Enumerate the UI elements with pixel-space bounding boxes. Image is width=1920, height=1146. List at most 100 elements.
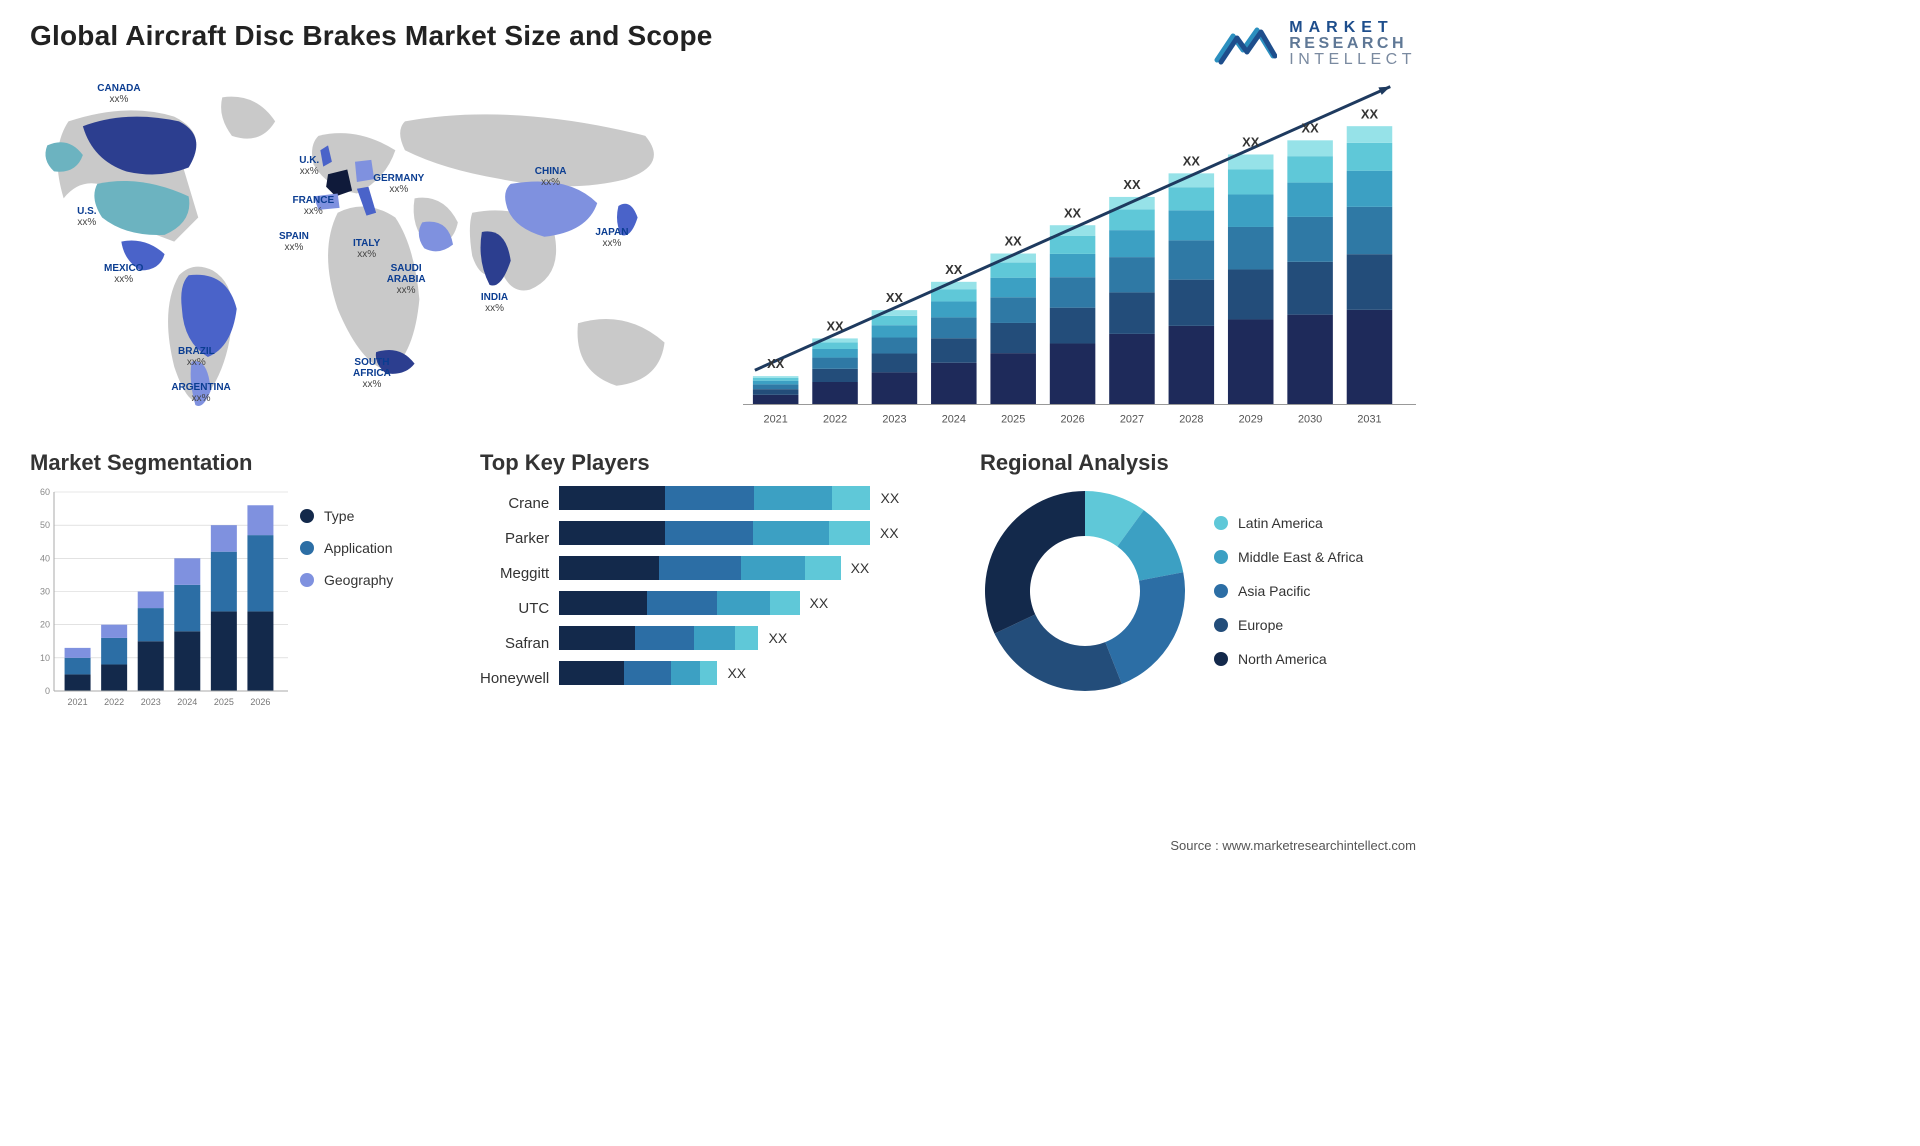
source-text: Source : www.marketresearchintellect.com	[1170, 838, 1416, 853]
map-label: SOUTHAFRICAxx%	[353, 357, 391, 390]
svg-text:2025: 2025	[214, 697, 234, 707]
header: Global Aircraft Disc Brakes Market Size …	[30, 20, 1416, 68]
svg-text:XX: XX	[1242, 135, 1260, 150]
logo-line-1: MARKET	[1289, 20, 1416, 36]
svg-text:XX: XX	[1064, 205, 1082, 220]
segmentation-panel: Market Segmentation 0 10 20 30 40 50 60 2021 20…	[30, 450, 450, 711]
svg-text:2024: 2024	[942, 413, 966, 425]
map-label: CHINAxx%	[535, 166, 567, 188]
regional-donut	[980, 486, 1190, 696]
svg-text:XX: XX	[886, 290, 904, 305]
regional-legend: Latin America Middle East & Africa Asia Pa…	[1214, 515, 1363, 667]
player-value: XX	[851, 560, 870, 576]
regional-title: Regional Analysis	[980, 450, 1416, 476]
logo-line-2: RESEARCH	[1289, 36, 1416, 52]
svg-text:2022: 2022	[823, 413, 847, 425]
regional-donut-wrap	[980, 486, 1190, 696]
map-label: GERMANYxx%	[373, 173, 424, 195]
world-map-panel: CANADAxx%U.S.xx%MEXICOxx%BRAZILxx%ARGENT…	[30, 76, 703, 436]
svg-text:30: 30	[40, 587, 50, 597]
svg-text:2026: 2026	[250, 697, 270, 707]
logo-mark-icon	[1213, 20, 1277, 68]
svg-text:2028: 2028	[1179, 413, 1203, 425]
map-label: U.S.xx%	[77, 206, 96, 228]
player-value: XX	[769, 630, 788, 646]
svg-text:2024: 2024	[177, 697, 197, 707]
map-label: U.K.xx%	[299, 155, 319, 177]
legend-item: Latin America	[1214, 515, 1363, 531]
regional-panel: Regional Analysis Latin America Middle Ea…	[980, 450, 1416, 711]
svg-text:XX: XX	[1361, 106, 1379, 121]
svg-text:2026: 2026	[1060, 413, 1084, 425]
svg-text:2030: 2030	[1298, 413, 1322, 425]
player-bar-row: XX	[559, 521, 899, 545]
svg-text:2021: 2021	[68, 697, 88, 707]
player-value: XX	[810, 595, 829, 611]
svg-text:0: 0	[45, 686, 50, 696]
svg-text:2021: 2021	[764, 413, 788, 425]
player-label: Crane	[508, 495, 549, 512]
page-title: Global Aircraft Disc Brakes Market Size …	[30, 20, 713, 52]
brand-logo: MARKET RESEARCH INTELLECT	[1213, 20, 1416, 68]
svg-text:2031: 2031	[1357, 413, 1381, 425]
player-bar-row: XX	[559, 661, 899, 685]
player-label: UTC	[518, 600, 549, 617]
svg-text:10: 10	[40, 653, 50, 663]
player-bar-row: XX	[559, 556, 899, 580]
svg-text:XX: XX	[826, 319, 844, 334]
legend-item: Asia Pacific	[1214, 583, 1363, 599]
svg-text:50: 50	[40, 520, 50, 530]
legend-item: Type	[300, 508, 393, 524]
logo-line-3: INTELLECT	[1289, 52, 1416, 68]
svg-text:XX: XX	[767, 356, 785, 371]
svg-text:60: 60	[40, 487, 50, 497]
player-label: Safran	[505, 635, 549, 652]
map-label: FRANCExx%	[292, 195, 334, 217]
player-label: Parker	[505, 530, 549, 547]
player-value: XX	[880, 525, 899, 541]
svg-text:XX: XX	[1302, 120, 1320, 135]
legend-item: Middle East & Africa	[1214, 549, 1363, 565]
map-label: SPAINxx%	[279, 231, 309, 253]
player-value: XX	[727, 665, 746, 681]
player-value: XX	[881, 490, 900, 506]
map-label: ARGENTINAxx%	[171, 382, 230, 404]
svg-text:2023: 2023	[141, 697, 161, 707]
player-bar-row: XX	[559, 486, 899, 510]
map-label: MEXICOxx%	[104, 263, 143, 285]
legend-item: North America	[1214, 651, 1363, 667]
player-label: Meggitt	[500, 565, 549, 582]
svg-text:20: 20	[40, 620, 50, 630]
map-label: CANADAxx%	[97, 83, 140, 105]
segmentation-legend: Type Application Geography	[300, 486, 393, 588]
legend-item: Europe	[1214, 617, 1363, 633]
map-label: INDIAxx%	[481, 292, 508, 314]
svg-text:2023: 2023	[882, 413, 906, 425]
segmentation-chart: 0 10 20 30 40 50 60 2021 2022 2023 2024 2025 2026	[30, 486, 290, 711]
key-players-title: Top Key Players	[480, 450, 950, 476]
svg-text:2025: 2025	[1001, 413, 1025, 425]
key-players-labels: Crane Parker Meggitt UTC Safran Honeywell	[480, 486, 555, 696]
svg-text:2029: 2029	[1239, 413, 1263, 425]
svg-text:2027: 2027	[1120, 413, 1144, 425]
growth-chart: 2021 2022 2023 2024 2025 2026 2027 2028 2029 2030…	[743, 76, 1416, 436]
bottom-row: Market Segmentation 0 10 20 30 40 50 60 2021 20…	[30, 450, 1416, 711]
svg-text:XX: XX	[1005, 234, 1023, 249]
map-label: JAPANxx%	[595, 227, 628, 249]
key-players-panel: Top Key Players Crane Parker Meggitt UTC Saf…	[480, 450, 950, 711]
growth-chart-panel: 2021 2022 2023 2024 2025 2026 2027 2028 2029 2030…	[743, 76, 1416, 436]
player-bar-row: XX	[559, 626, 899, 650]
svg-text:XX: XX	[945, 262, 963, 277]
svg-text:2022: 2022	[104, 697, 124, 707]
legend-item: Application	[300, 540, 393, 556]
svg-text:XX: XX	[1123, 177, 1141, 192]
segmentation-title: Market Segmentation	[30, 450, 450, 476]
map-label: ITALYxx%	[353, 238, 380, 260]
player-label: Honeywell	[480, 670, 549, 687]
map-label: SAUDIARABIAxx%	[387, 263, 426, 296]
svg-text:40: 40	[40, 553, 50, 563]
player-bar-row: XX	[559, 591, 899, 615]
legend-item: Geography	[300, 572, 393, 588]
key-players-chart: XX XX XX XX XX XX	[559, 486, 899, 696]
logo-text: MARKET RESEARCH INTELLECT	[1289, 20, 1416, 68]
